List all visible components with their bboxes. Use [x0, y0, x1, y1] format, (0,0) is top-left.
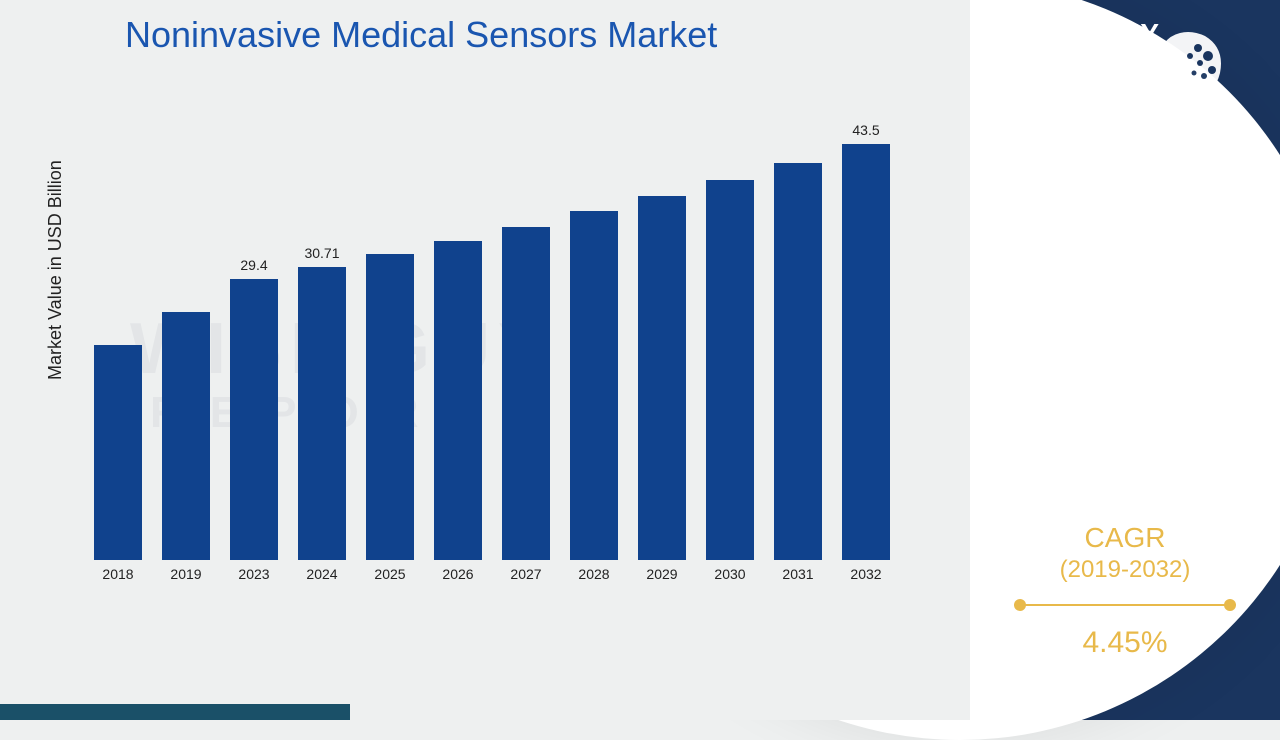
bar-value-label: 43.5 [836, 122, 896, 138]
bar [638, 196, 686, 560]
bar [230, 279, 278, 560]
x-tick-label: 2032 [850, 566, 881, 582]
bar [162, 312, 210, 560]
plot-area: 20182019202329.4202430.71202520262027202… [90, 130, 910, 560]
cagr-value: 4.45% [1010, 626, 1240, 660]
x-tick-label: 2024 [306, 566, 337, 582]
x-tick-label: 2019 [170, 566, 201, 582]
cagr-label: CAGR [1010, 522, 1240, 554]
chart-title: Noninvasive Medical Sensors Market [125, 14, 717, 56]
bar [434, 241, 482, 560]
chart-container: Market Value in USD Billion WISE GUY REP… [50, 130, 920, 610]
bar [706, 180, 754, 560]
x-tick-label: 2023 [238, 566, 269, 582]
y-axis-label: Market Value in USD Billion [45, 160, 66, 380]
x-tick-label: 2018 [102, 566, 133, 582]
x-tick-label: 2029 [646, 566, 677, 582]
cagr-panel: CAGR (2019-2032) 4.45% [1010, 522, 1240, 660]
bar [842, 144, 890, 560]
brand-logo: WISE GUY REPORTS [1012, 18, 1250, 64]
x-tick-label: 2026 [442, 566, 473, 582]
bar [570, 211, 618, 560]
x-tick-label: 2031 [782, 566, 813, 582]
bar-value-label: 29.4 [224, 257, 284, 273]
x-tick-label: 2025 [374, 566, 405, 582]
main-area: Noninvasive Medical Sensors Market Marke… [0, 0, 970, 720]
bar [94, 345, 142, 560]
x-tick-label: 2027 [510, 566, 541, 582]
bar-value-label: 30.71 [292, 245, 352, 261]
bottom-accent-bar [0, 704, 350, 720]
logo-text-line2: REPORTS [1012, 48, 1160, 64]
cagr-divider [1020, 604, 1230, 606]
cagr-period: (2019-2032) [1010, 556, 1240, 584]
bar [502, 227, 550, 560]
x-tick-label: 2030 [714, 566, 745, 582]
bar [366, 254, 414, 560]
logo-text-line1: WISE GUY [1012, 18, 1160, 50]
bar [298, 267, 346, 560]
bar [774, 163, 822, 561]
x-tick-label: 2028 [578, 566, 609, 582]
